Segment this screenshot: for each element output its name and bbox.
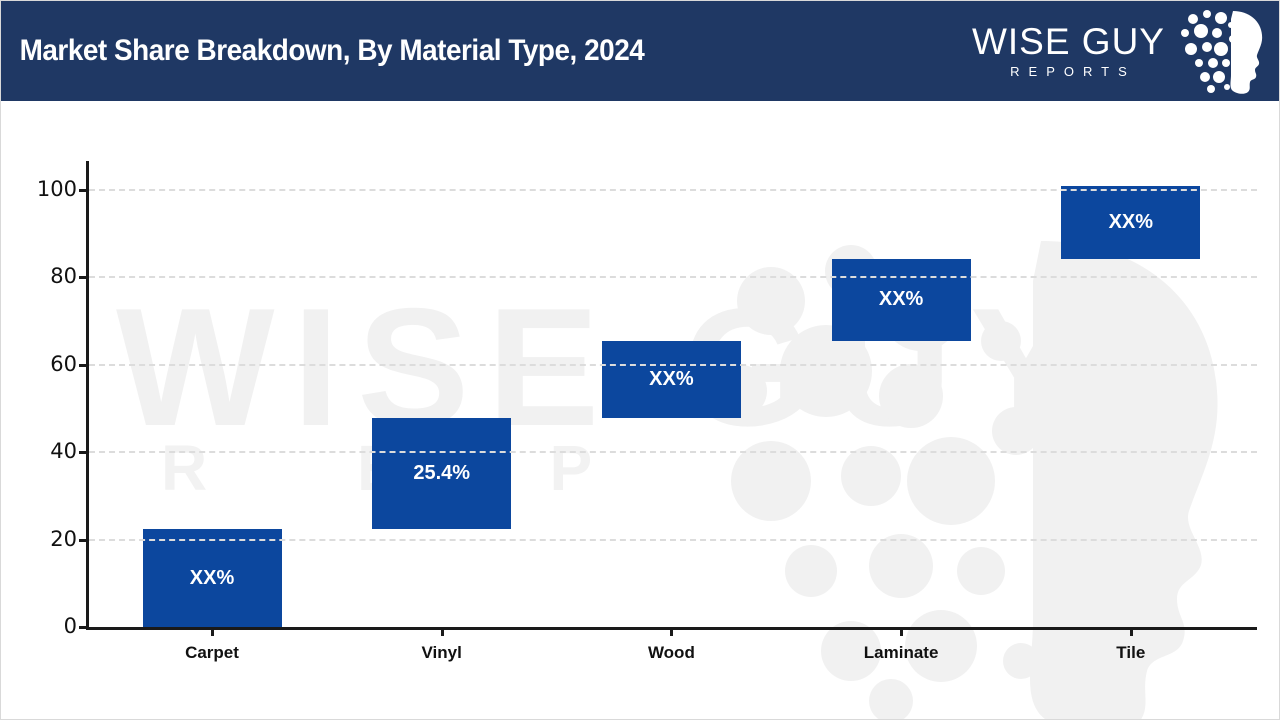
y-tick-mark-80 [79,276,87,279]
bar-laminate: XX% [831,258,971,341]
bar-tile: XX% [1061,186,1201,259]
watermark-subtext: R E P O R T S [161,432,1279,504]
y-tick-label-60: 60 [50,351,77,376]
x-category-label-vinyl: Vinyl [421,643,462,662]
x-category-label-wood: Wood [647,643,695,662]
x-tick-mark-wood [670,630,674,636]
y-tick-label-80: 80 [50,264,77,288]
y-tick-label-0: 0 [63,614,77,638]
wiseguy-logo-head-icon [1181,10,1263,94]
logo-subtext: REPORTS [1010,64,1136,79]
y-tick-mark-40 [79,451,87,454]
bar-value-label-carpet: XX% [189,566,235,589]
wiseguy-logo-text: WISE GUY REPORTS [972,23,1165,79]
logo-wordmark: WISE GUY [971,21,1165,62]
bar-value-label-wood: XX% [649,367,694,390]
y-tick-mark-60 [79,363,87,367]
wiseguy-logo: WISE GUY REPORTS [972,5,1279,97]
y-axis-line [86,161,89,630]
bar-vinyl: 25.4% [372,417,512,529]
gridline-40 [89,451,1257,453]
y-tick-mark-0 [79,626,87,629]
header: Market Share Breakdown, By Material Type… [1,1,1279,101]
x-axis-line [86,627,1257,630]
y-tick-mark-100 [79,188,87,192]
bar-value-label-vinyl: 25.4% [413,461,471,484]
bar-value-label-tile: XX% [1108,210,1154,233]
chart-title: Market Share Breakdown, By Material Type… [19,34,645,67]
bar-carpet: XX% [142,529,282,627]
x-tick-mark-vinyl [440,630,444,636]
x-category-label-carpet: Carpet [185,643,239,662]
gridline-100 [89,188,1257,191]
bar-value-label-laminate: XX% [878,288,924,311]
x-tick-mark-carpet [211,630,214,636]
y-tick-mark-20 [79,538,87,542]
chart-area: WISE GUY R E P O R T S 020406080100XX%Ca… [1,101,1279,719]
y-tick-label-20: 20 [50,526,77,551]
gridline-80 [89,276,1257,278]
bar-wood: XX% [601,340,741,418]
y-tick-label-100: 100 [36,176,77,201]
gridline-20 [89,538,1257,541]
y-tick-label-40: 40 [50,439,77,463]
x-tick-mark-tile [1129,630,1133,636]
x-tick-mark-laminate [900,630,904,636]
x-category-label-tile: Tile [1116,643,1146,662]
x-category-label-laminate: Laminate [863,643,939,662]
gridline-60 [89,363,1257,366]
